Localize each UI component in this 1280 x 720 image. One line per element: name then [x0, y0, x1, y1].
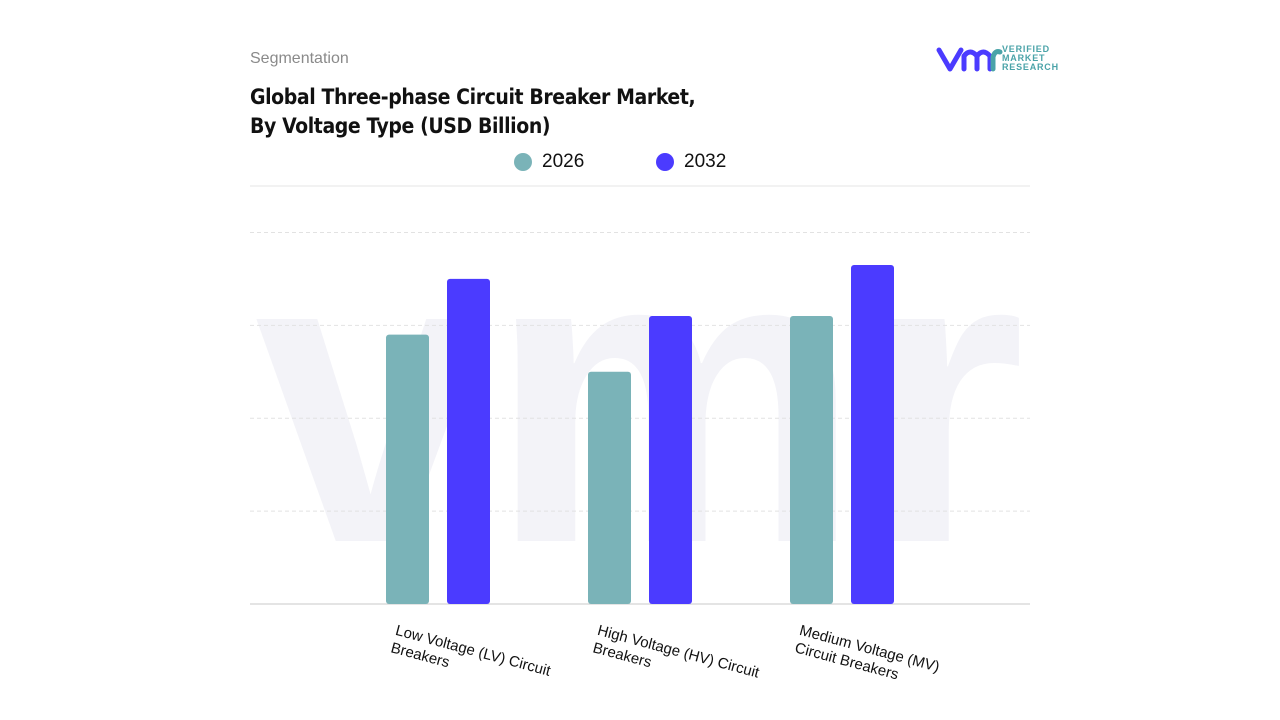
legend-swatch [514, 153, 532, 171]
watermark: vmr [255, 162, 1025, 631]
legend-label: 2026 [542, 151, 584, 172]
chart-title: Global Three-phase Circuit Breaker Marke… [250, 85, 696, 138]
bar [447, 278, 490, 604]
subtitle: Segmentation [250, 50, 349, 67]
logo-mark [936, 47, 1003, 72]
legend-swatch [656, 153, 674, 171]
bar [386, 334, 429, 604]
bar [588, 371, 631, 604]
logo-text: VERIFIED MARKET RESEARCH [1002, 44, 1059, 72]
bar [851, 264, 894, 604]
legend-label: 2032 [684, 151, 726, 172]
bar [649, 316, 692, 604]
bar [790, 316, 833, 604]
